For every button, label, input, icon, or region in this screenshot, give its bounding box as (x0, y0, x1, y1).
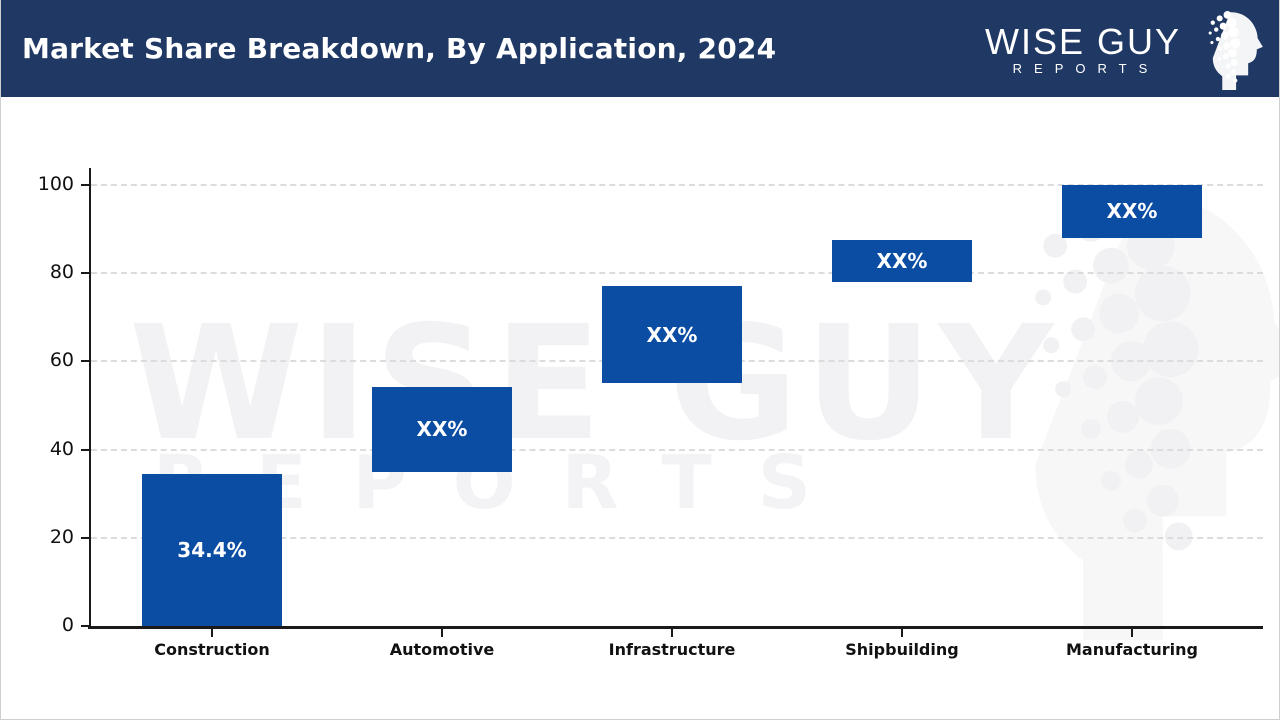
bar-value-label: XX% (646, 322, 698, 347)
bar-value-label: XX% (1106, 199, 1158, 224)
bar: XX% (602, 286, 742, 384)
bar-value-label: XX% (416, 417, 468, 442)
x-category-label: Construction (154, 640, 270, 659)
logo-wordmark-line1: WISE GUY (984, 21, 1181, 63)
app-header: Market Share Breakdown, By Application, … (1, 0, 1279, 97)
logo-face-icon (1208, 11, 1263, 90)
bar-value-label: 34.4% (177, 538, 247, 563)
logo-wordmark: WISE GUY REPORTS (985, 22, 1181, 76)
x-category-label: Infrastructure (608, 640, 736, 659)
bar: XX% (372, 386, 512, 472)
gridline (91, 536, 1263, 539)
x-category-label: Manufacturing (1066, 640, 1198, 659)
x-axis (88, 626, 1263, 629)
y-axis-tick (81, 536, 89, 539)
logo-wordmark-line2: REPORTS (1012, 60, 1160, 76)
y-tick-label: 40 (49, 437, 74, 460)
y-axis-tick (81, 448, 89, 451)
bar: XX% (832, 239, 972, 282)
bar-value-label: XX% (876, 248, 928, 273)
x-axis-tick (441, 628, 443, 637)
y-axis-tick (81, 360, 89, 363)
y-tick-label: 60 (49, 349, 74, 372)
y-tick-label: 100 (37, 173, 74, 195)
y-axis-tick (81, 184, 89, 186)
x-category-label: Automotive (389, 640, 495, 659)
bar: XX% (1062, 185, 1202, 238)
x-axis-tick (211, 628, 213, 637)
y-axis (89, 168, 91, 628)
y-axis-tick (81, 625, 89, 627)
bar: 34.4% (142, 474, 282, 626)
y-tick-label: 80 (49, 261, 74, 284)
brand-logo: WISE GUY REPORTS (985, 8, 1263, 90)
x-axis-tick (901, 628, 903, 637)
y-axis-tick (81, 272, 89, 275)
y-tick-label: 20 (49, 525, 74, 548)
y-tick-label: 0 (61, 614, 74, 636)
gridline (91, 272, 1263, 275)
x-category-label: Shipbuilding (845, 640, 959, 659)
x-axis-tick (671, 628, 673, 637)
page-title: Market Share Breakdown, By Application, … (22, 32, 777, 65)
x-axis-tick (1131, 628, 1133, 637)
gridline (91, 184, 1263, 186)
gridline (91, 448, 1263, 451)
